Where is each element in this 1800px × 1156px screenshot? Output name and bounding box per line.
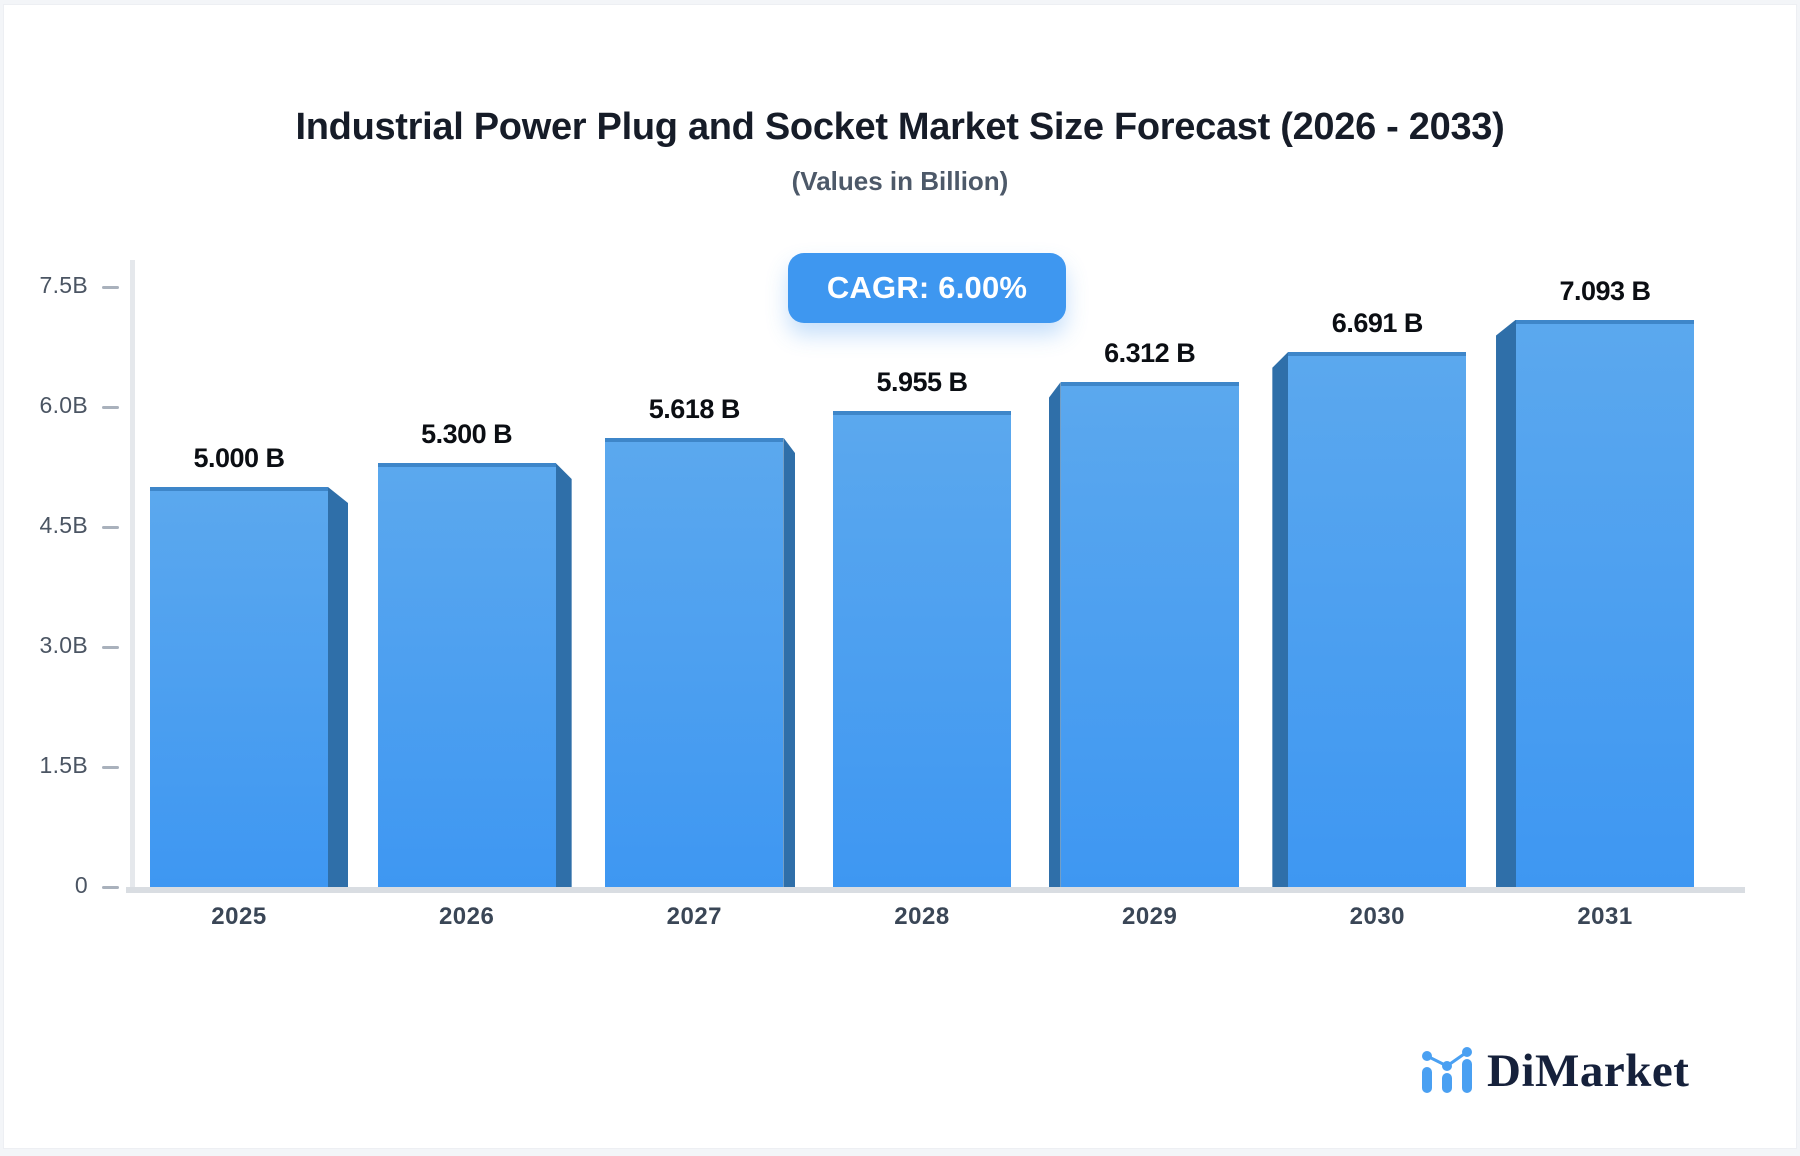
value-label-2028: 5.955 B: [876, 366, 968, 397]
bar-2029: [1060, 382, 1239, 887]
x-label-2031: 2031: [1577, 903, 1633, 930]
bar-side-2030: [1272, 351, 1289, 887]
value-label-2027: 5.618 B: [648, 393, 741, 424]
bar-2026: [377, 463, 556, 887]
bar-2027: [605, 437, 784, 887]
x-label-2025: 2025: [211, 903, 267, 930]
y-tick-dash-7.5B: [102, 286, 119, 289]
bar-side-2031: [1496, 319, 1517, 887]
chart-title: Industrial Power Plug and Socket Market …: [295, 106, 1505, 148]
y-tick-4.5B: 4.5B: [39, 512, 88, 538]
cagr-badge-label: CAGR: 6.00%: [826, 270, 1028, 305]
value-label-2026: 5.300 B: [421, 419, 513, 449]
y-tick-dash-3.0B: [102, 646, 119, 649]
dimarket-logo: DiMarket: [1420, 1038, 1689, 1104]
y-tick-6.0B: 6.0B: [39, 392, 88, 418]
y-tick-7.5B: 7.5B: [39, 272, 88, 298]
bar-2028: [833, 410, 1011, 887]
y-axis-line: [130, 260, 135, 887]
value-label-2029: 6.312 B: [1104, 338, 1196, 369]
y-tick-dash-1.5B: [102, 766, 119, 769]
y-tick-dash-0: [102, 886, 119, 889]
bar-2025: [150, 487, 328, 887]
x-label-2027: 2027: [666, 903, 723, 930]
chart-subtitle: (Values in Billion): [791, 166, 1009, 196]
value-label-2031: 7.093 B: [1559, 275, 1651, 306]
bar-side-2025: [328, 487, 348, 887]
y-tick-dash-6.0B: [102, 406, 119, 409]
bar-side-2029: [1048, 382, 1061, 887]
y-tick-dash-4.5B: [102, 526, 119, 529]
value-label-2030: 6.691 B: [1331, 307, 1424, 338]
value-label-2025: 5.000 B: [193, 443, 285, 473]
y-tick-0: 0: [74, 872, 88, 898]
x-label-2029: 2029: [1121, 903, 1178, 930]
x-label-2026: 2026: [438, 903, 495, 930]
x-axis-line: [126, 887, 1745, 893]
y-tick-1.5B: 1.5B: [39, 752, 88, 778]
y-tick-3.0B: 3.0B: [39, 632, 88, 658]
bar-2030: [1288, 351, 1467, 887]
mini-bar-chart-icon: [1422, 1047, 1472, 1093]
x-label-2030: 2030: [1349, 903, 1406, 930]
bar-2031: [1516, 319, 1695, 887]
bar-side-2026: [555, 463, 572, 887]
cagr-badge: CAGR: 6.00%: [788, 253, 1066, 323]
x-label-2028: 2028: [894, 903, 950, 930]
bar-side-2027: [783, 437, 796, 887]
logo-text: DiMarket: [1487, 1045, 1690, 1097]
